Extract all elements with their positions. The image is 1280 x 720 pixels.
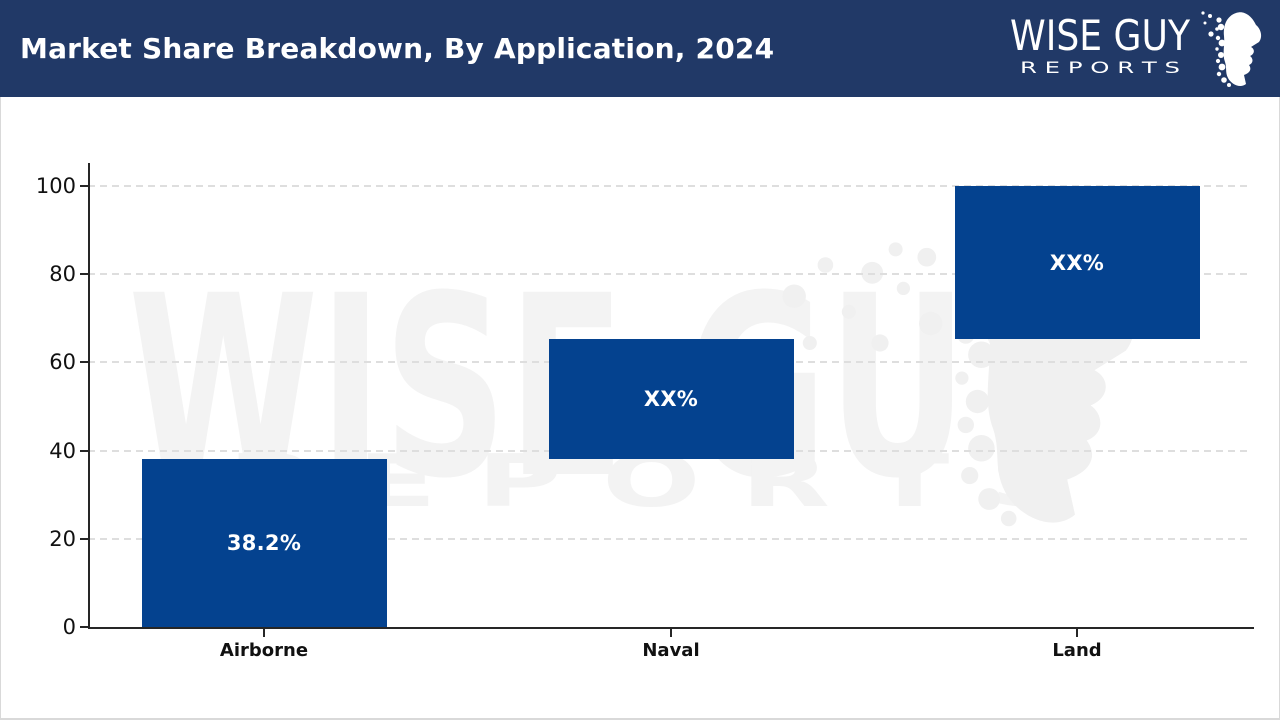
y-tick-label-100: 100 bbox=[35, 174, 76, 198]
dots-icon bbox=[1201, 11, 1231, 87]
x-tick-label-land: Land bbox=[1052, 640, 1102, 661]
gridline-20 bbox=[88, 537, 1252, 540]
y-tick-100 bbox=[80, 185, 88, 187]
y-tick-20 bbox=[80, 537, 88, 540]
head-profile-icon bbox=[1201, 11, 1262, 87]
x-tick-airborne bbox=[263, 629, 265, 637]
y-tick-label-40: 40 bbox=[49, 438, 76, 463]
x-axis bbox=[88, 627, 1254, 629]
bar-value-label-land: XX% bbox=[1049, 250, 1105, 275]
y-tick-0 bbox=[80, 626, 88, 628]
y-tick-40 bbox=[80, 449, 88, 452]
gridline-80 bbox=[88, 273, 1252, 276]
wiseguy-wordmark: WISE GUY bbox=[1010, 11, 1190, 60]
y-tick-label-60: 60 bbox=[49, 350, 76, 375]
y-tick-label-0: 0 bbox=[62, 615, 76, 639]
y-tick-label-80: 80 bbox=[49, 262, 76, 287]
y-axis bbox=[88, 163, 90, 627]
bar-land: XX% bbox=[954, 186, 1200, 340]
y-tick-80 bbox=[80, 273, 88, 276]
gridline-100 bbox=[88, 185, 1252, 187]
page-title: Market Share Breakdown, By Application, … bbox=[20, 32, 775, 65]
y-tick-60 bbox=[80, 361, 88, 364]
x-tick-label-airborne: Airborne bbox=[219, 640, 309, 661]
bar-airborne: 38.2% bbox=[141, 458, 387, 627]
brand-logo: WISE GUY R E P O R T S bbox=[1010, 11, 1262, 87]
y-tick-label-20: 20 bbox=[49, 526, 76, 551]
x-tick-label-naval: Naval bbox=[642, 640, 700, 661]
bar-value-label-airborne: 38.2% bbox=[226, 530, 302, 555]
bar-value-label-naval: XX% bbox=[643, 386, 699, 411]
x-tick-naval bbox=[670, 629, 672, 637]
bar-naval: XX% bbox=[548, 339, 794, 459]
header-bar: Market Share Breakdown, By Application, … bbox=[0, 0, 1280, 97]
reports-wordmark: R E P O R T S bbox=[1020, 58, 1180, 77]
x-tick-land bbox=[1076, 629, 1078, 637]
